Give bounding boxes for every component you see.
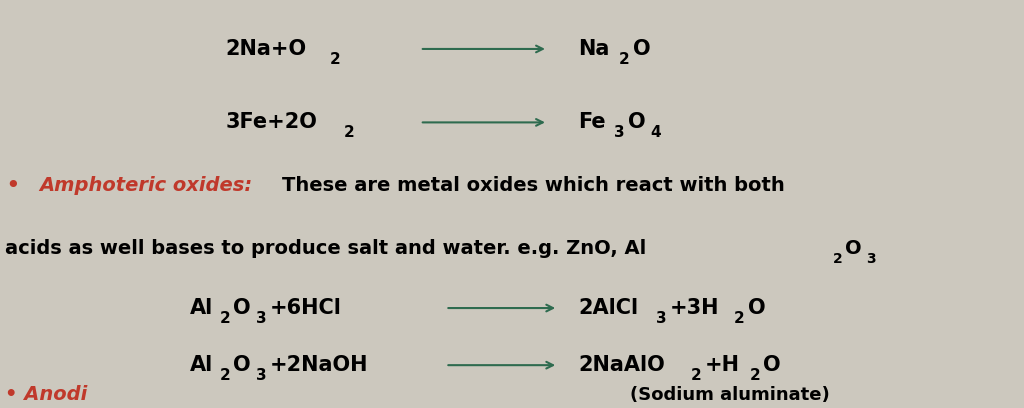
Text: 2: 2 [219, 311, 230, 326]
Text: +H: +H [705, 355, 739, 375]
Text: 2: 2 [620, 52, 630, 67]
Text: acids as well bases to produce salt and water. e.g. ZnO, Al: acids as well bases to produce salt and … [5, 239, 646, 258]
Text: • Anodi: • Anodi [5, 385, 87, 404]
Text: Al: Al [189, 355, 213, 375]
Text: 3: 3 [256, 368, 266, 383]
Text: 2: 2 [833, 252, 843, 266]
Text: O: O [628, 112, 645, 133]
Text: 4: 4 [650, 125, 662, 140]
Text: Al: Al [189, 298, 213, 318]
Text: O: O [633, 39, 650, 59]
Text: 3: 3 [614, 125, 625, 140]
Text: 3Fe+2O: 3Fe+2O [225, 112, 317, 133]
Text: 2: 2 [750, 368, 760, 383]
Text: 3: 3 [256, 311, 266, 326]
Text: +3H: +3H [670, 298, 719, 318]
Text: 2: 2 [330, 52, 341, 67]
Text: +2NaOH: +2NaOH [269, 355, 369, 375]
Text: 2Na+O: 2Na+O [225, 39, 306, 59]
Text: Fe: Fe [579, 112, 606, 133]
Text: 2: 2 [219, 368, 230, 383]
Text: Na: Na [579, 39, 610, 59]
Text: O: O [764, 355, 781, 375]
Text: 3: 3 [656, 311, 667, 326]
Text: 2NaAlO: 2NaAlO [579, 355, 666, 375]
Text: 2: 2 [690, 368, 701, 383]
Text: O: O [233, 355, 251, 375]
Text: O: O [845, 239, 862, 258]
Text: O: O [748, 298, 765, 318]
Text: 2AlCl: 2AlCl [579, 298, 639, 318]
Text: (Sodium aluminate): (Sodium aluminate) [630, 386, 829, 404]
Text: O: O [233, 298, 251, 318]
Text: 3: 3 [866, 252, 877, 266]
Text: 2: 2 [734, 311, 744, 326]
Text: 2: 2 [344, 125, 354, 140]
Text: •: • [5, 174, 19, 197]
Text: Amphoteric oxides:: Amphoteric oxides: [39, 176, 252, 195]
Text: These are metal oxides which react with both: These are metal oxides which react with … [282, 176, 784, 195]
Text: +6HCl: +6HCl [269, 298, 342, 318]
